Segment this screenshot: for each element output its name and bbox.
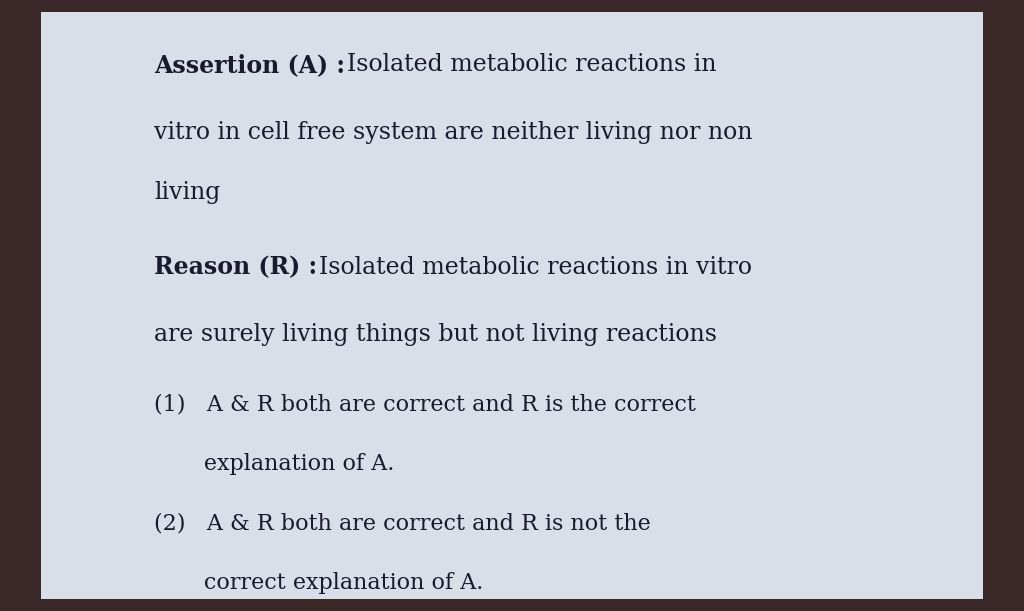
Text: vitro in cell free system are neither living nor non: vitro in cell free system are neither li… — [154, 121, 753, 144]
Text: correct explanation of A.: correct explanation of A. — [154, 572, 483, 594]
Text: Isolated metabolic reactions in: Isolated metabolic reactions in — [347, 53, 717, 76]
Text: Assertion (A) :: Assertion (A) : — [154, 53, 345, 77]
Text: Reason (R) :: Reason (R) : — [154, 255, 317, 280]
Text: (1)   A & R both are correct and R is the correct: (1) A & R both are correct and R is the … — [154, 394, 696, 416]
Text: (2)   A & R both are correct and R is not the: (2) A & R both are correct and R is not … — [154, 513, 651, 535]
Text: Isolated metabolic reactions in vitro: Isolated metabolic reactions in vitro — [318, 255, 752, 279]
FancyBboxPatch shape — [41, 12, 983, 599]
Text: explanation of A.: explanation of A. — [154, 453, 394, 475]
Text: living: living — [154, 181, 220, 205]
Text: are surely living things but not living reactions: are surely living things but not living … — [154, 323, 717, 346]
